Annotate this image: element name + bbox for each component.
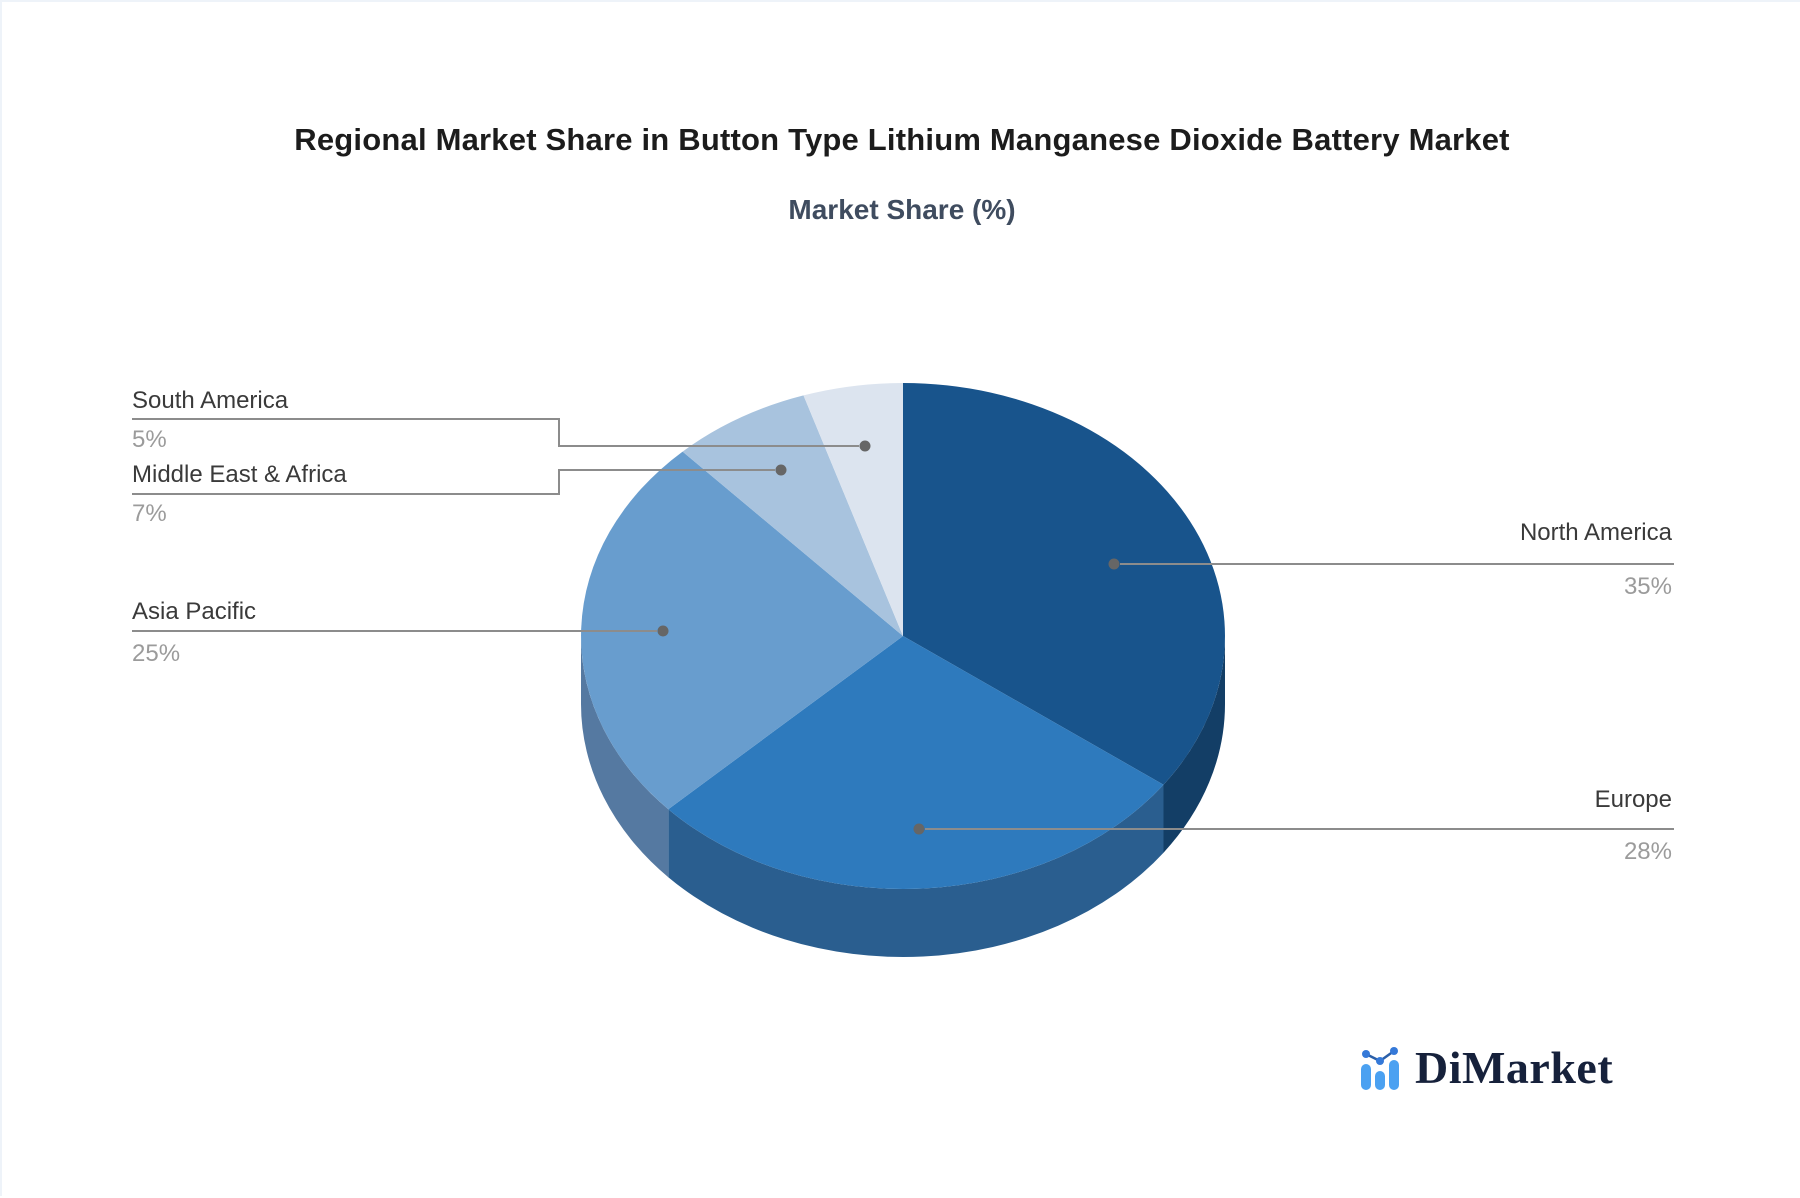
- connector-south-america: [132, 418, 859, 447]
- pie-slices: [581, 383, 1225, 957]
- connector-dot-north-america: [1108, 558, 1120, 570]
- pie-slice-north-america: [903, 383, 1225, 785]
- connector-dot-europe: [913, 823, 925, 835]
- chart-title: Regional Market Share in Button Type Lit…: [294, 122, 1510, 157]
- label-north-america: North America: [1519, 519, 1672, 546]
- pie-slice-side-asia-pacific: [581, 636, 669, 878]
- pct-middle-east-africa: 7%: [132, 500, 167, 527]
- connector-middle-east-africa: [132, 469, 775, 495]
- pct-asia-pacific: 25%: [132, 640, 181, 667]
- pct-north-america: 35%: [1623, 573, 1672, 600]
- brand-name: DiMarket: [1415, 1042, 1614, 1093]
- brand-logo: DiMarket: [1360, 1042, 1614, 1093]
- pie-slice-side-europe: [668, 784, 1164, 957]
- label-south-america: South America: [132, 387, 289, 414]
- connector-dot-south-america: [859, 440, 871, 452]
- label-asia-pacific: Asia Pacific: [132, 598, 257, 625]
- bar-line-chart-logo-icon: [1361, 1047, 1399, 1090]
- connector-dot-middle-east-africa: [775, 464, 787, 476]
- label-europe: Europe: [1594, 786, 1672, 813]
- label-middle-east-africa: Middle East & Africa: [132, 461, 347, 488]
- pct-europe: 28%: [1623, 838, 1672, 865]
- pie-slice-europe: [668, 636, 1164, 889]
- connector-dot-asia-pacific: [657, 625, 669, 637]
- pie-slice-middle-east-africa: [682, 395, 903, 636]
- pie-slice-asia-pacific: [581, 451, 903, 810]
- chart-subtitle: Market Share (%): [788, 194, 1016, 225]
- pct-south-america: 5%: [132, 426, 167, 453]
- pie-slice-side-north-america: [1163, 636, 1225, 853]
